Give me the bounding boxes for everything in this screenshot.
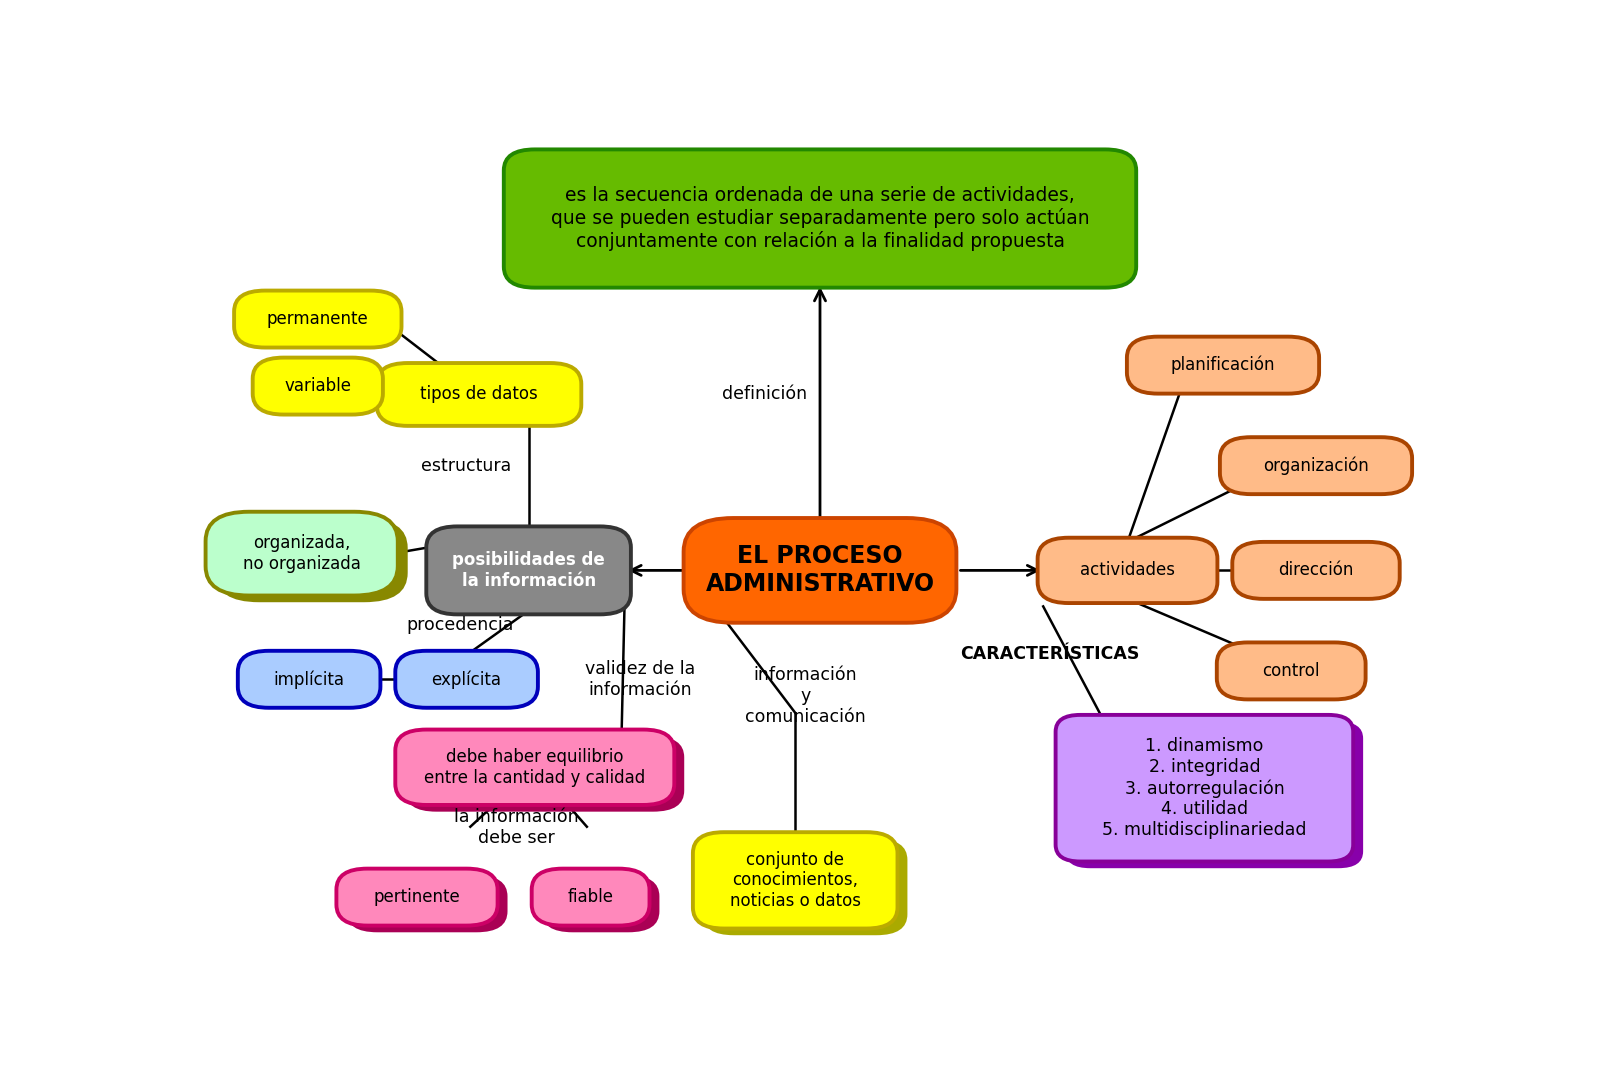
FancyBboxPatch shape xyxy=(253,358,382,415)
FancyBboxPatch shape xyxy=(1066,721,1363,868)
FancyBboxPatch shape xyxy=(1038,537,1218,603)
Text: planificación: planificación xyxy=(1171,356,1275,374)
FancyBboxPatch shape xyxy=(693,832,898,928)
Text: fiable: fiable xyxy=(568,888,614,906)
Text: estructura: estructura xyxy=(421,457,512,474)
Text: organizada,
no organizada: organizada, no organizada xyxy=(243,534,360,573)
Text: la información
debe ser: la información debe ser xyxy=(454,808,579,846)
FancyBboxPatch shape xyxy=(234,290,402,347)
Text: tipos de datos: tipos de datos xyxy=(421,385,538,404)
FancyBboxPatch shape xyxy=(531,868,650,926)
Text: CARACTERÍSTICAS: CARACTERÍSTICAS xyxy=(960,645,1139,664)
Text: información
y
comunicación: información y comunicación xyxy=(744,666,866,726)
Text: control: control xyxy=(1262,662,1320,680)
FancyBboxPatch shape xyxy=(1056,715,1354,862)
Text: definición: definición xyxy=(722,385,806,404)
FancyBboxPatch shape xyxy=(504,149,1136,287)
Text: explícita: explícita xyxy=(432,670,502,689)
FancyBboxPatch shape xyxy=(1216,642,1365,700)
FancyBboxPatch shape xyxy=(1219,437,1413,494)
FancyBboxPatch shape xyxy=(238,651,381,708)
FancyBboxPatch shape xyxy=(205,511,398,595)
Text: posibilidades de
la información: posibilidades de la información xyxy=(453,551,605,590)
FancyBboxPatch shape xyxy=(336,868,498,926)
FancyBboxPatch shape xyxy=(405,737,685,812)
FancyBboxPatch shape xyxy=(395,730,674,805)
Text: permanente: permanente xyxy=(267,310,368,329)
Text: dirección: dirección xyxy=(1278,561,1354,580)
FancyBboxPatch shape xyxy=(216,519,408,603)
FancyBboxPatch shape xyxy=(1126,336,1318,394)
Text: debe haber equilibrio
entre la cantidad y calidad: debe haber equilibrio entre la cantidad … xyxy=(424,747,645,787)
Text: pertinente: pertinente xyxy=(374,888,461,906)
FancyBboxPatch shape xyxy=(1232,542,1400,598)
Text: EL PROCESO
ADMINISTRATIVO: EL PROCESO ADMINISTRATIVO xyxy=(706,544,934,596)
Text: variable: variable xyxy=(285,378,352,395)
FancyBboxPatch shape xyxy=(542,876,659,932)
Text: es la secuencia ordenada de una serie de actividades,
que se pueden estudiar sep: es la secuencia ordenada de una serie de… xyxy=(550,186,1090,251)
Text: procedencia: procedencia xyxy=(406,616,514,634)
Text: organización: organización xyxy=(1262,456,1370,475)
FancyBboxPatch shape xyxy=(376,363,581,425)
Text: implícita: implícita xyxy=(274,670,344,689)
FancyBboxPatch shape xyxy=(346,876,507,932)
Text: conjunto de
conocimientos,
noticias o datos: conjunto de conocimientos, noticias o da… xyxy=(730,851,861,911)
Text: 1. dinamismo
2. integridad
3. autorregulación
4. utilidad
5. multidisciplinaried: 1. dinamismo 2. integridad 3. autorregul… xyxy=(1102,738,1307,839)
FancyBboxPatch shape xyxy=(395,651,538,708)
FancyBboxPatch shape xyxy=(683,518,957,622)
Text: validez de la
información: validez de la información xyxy=(586,660,696,698)
Text: actividades: actividades xyxy=(1080,561,1174,580)
FancyBboxPatch shape xyxy=(426,527,630,615)
FancyBboxPatch shape xyxy=(702,839,907,936)
